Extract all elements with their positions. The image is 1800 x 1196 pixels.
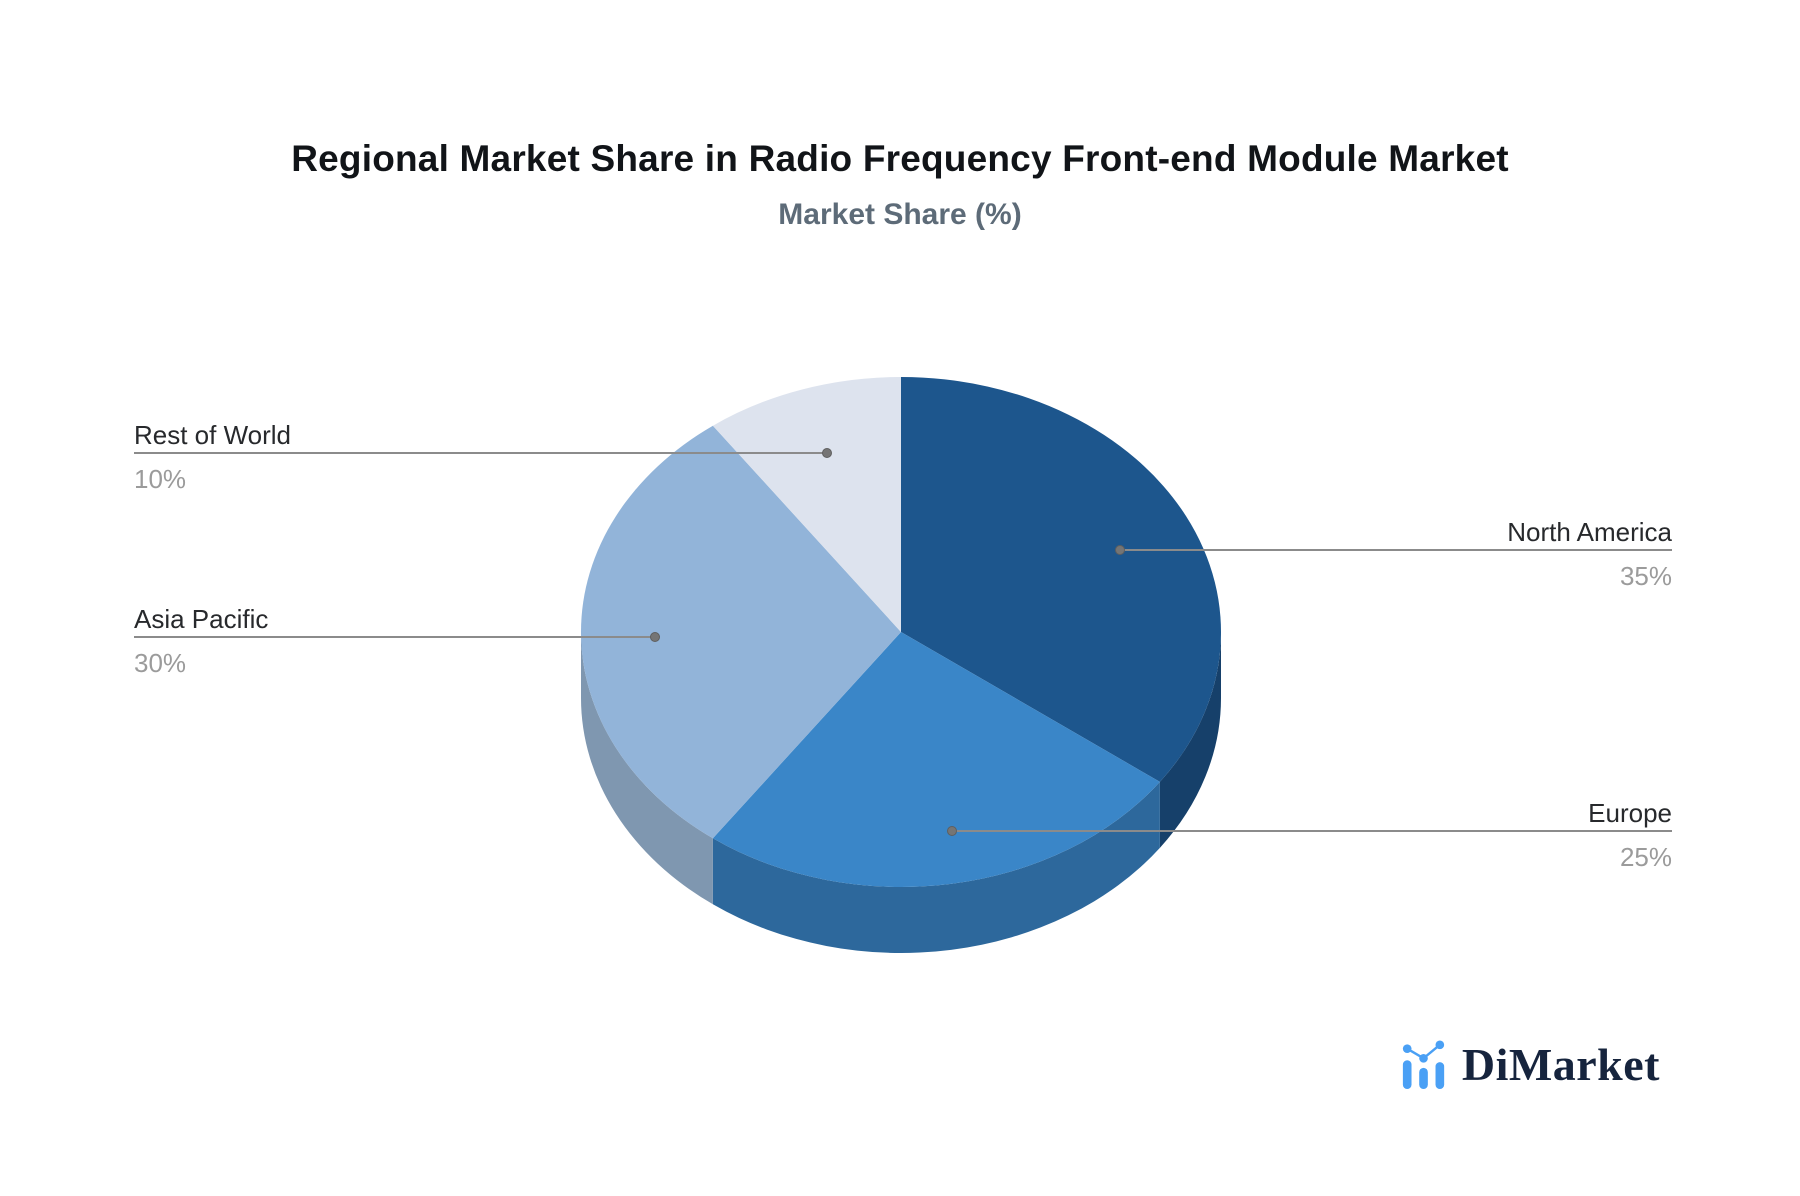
pie-slice-side-north-america: [1159, 632, 1221, 848]
segment-label: Rest of World: [134, 420, 292, 450]
leader-dot-europe: [947, 826, 957, 836]
brand-logo-text: DiMarket: [1461, 1039, 1660, 1090]
logo-trend-dot: [1419, 1053, 1428, 1063]
callout-north-america: North America 35%: [1120, 515, 1672, 592]
logo-trend-dot: [1402, 1043, 1412, 1053]
segment-label: Europe: [1588, 798, 1672, 828]
logo-trend-dot: [1435, 1040, 1445, 1049]
segment-percent: 25%: [1619, 842, 1672, 872]
bar-chart-trend-icon: [1402, 1040, 1445, 1089]
leader-line: [952, 830, 1672, 832]
segment-label: Asia Pacific: [134, 604, 269, 634]
callout-europe: Europe 25%: [952, 796, 1672, 873]
logo-bar: [1402, 1059, 1412, 1089]
leader-line: [134, 636, 655, 638]
segment-percent: 35%: [1619, 561, 1672, 591]
pie-slice-rest-of-world: [712, 377, 901, 632]
callout-rest-of-world: Rest of World 10%: [134, 418, 827, 495]
brand-logo: DiMarket: [1400, 1038, 1660, 1091]
pie-slice-asia-pacific: [581, 425, 901, 839]
pie-slice-europe: [712, 632, 1160, 887]
pie-slice-side-europe: [712, 781, 1160, 954]
leader-line: [1120, 549, 1672, 551]
segment-percent: 30%: [134, 648, 187, 678]
logo-bar: [1435, 1061, 1445, 1089]
pie-slice-north-america: [901, 377, 1222, 782]
pie-slice-side-asia-pacific: [581, 632, 713, 905]
leader-line: [134, 452, 827, 454]
segment-percent: 10%: [134, 464, 187, 494]
callout-asia-pacific: Asia Pacific 30%: [134, 602, 655, 679]
leader-dot-asia-pacific: [650, 632, 660, 642]
segment-label: North America: [1507, 517, 1672, 547]
chart-title: Regional Market Share in Radio Frequency…: [291, 138, 1509, 179]
leader-dot-rest-of-world: [822, 448, 832, 458]
chart-subtitle: Market Share (%): [778, 198, 1022, 231]
leader-dot-north-america: [1115, 545, 1125, 555]
logo-bar: [1419, 1067, 1428, 1089]
